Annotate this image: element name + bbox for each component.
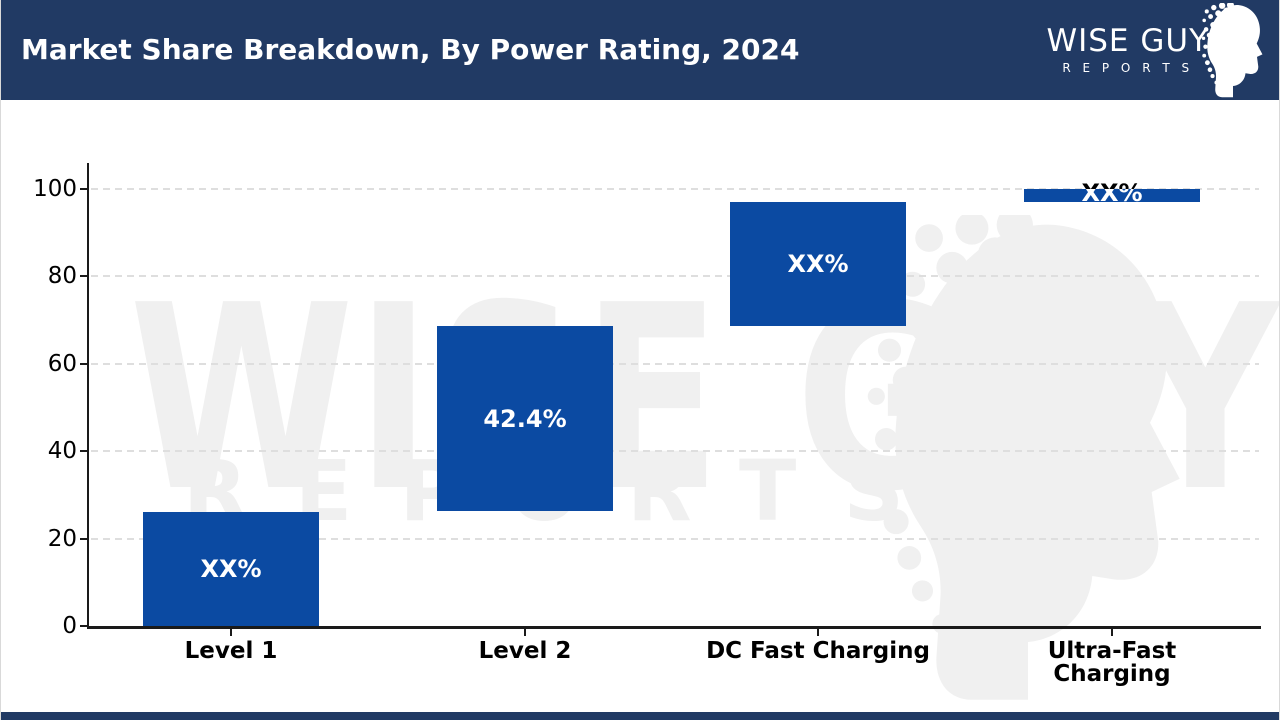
y-tick-mark [80, 450, 88, 453]
bar-value-label: XX% [200, 554, 262, 583]
logo-wordmark: WISE GUY [1046, 22, 1209, 59]
y-tick-mark [80, 362, 88, 365]
x-category-label: DC Fast Charging [706, 638, 930, 664]
bar-value-label: 42.4% [483, 404, 567, 433]
gridline-40 [91, 450, 1259, 453]
footer-bar [1, 712, 1279, 720]
chart-title: Market Share Breakdown, By Power Rating,… [21, 32, 800, 66]
x-tick-mark [1111, 629, 1113, 636]
logo-text: WISE GUY R E P O R T S [1046, 22, 1209, 75]
y-tick-label: 80 [47, 263, 77, 290]
x-category-label: Level 1 [184, 638, 278, 664]
x-tick-mark [524, 629, 526, 636]
bar-4 [1024, 189, 1200, 203]
y-tick-mark [80, 537, 88, 540]
logo-subtext: R E P O R T S [1062, 60, 1194, 75]
y-tick-mark [80, 275, 88, 278]
y-tick-mark [80, 625, 88, 627]
x-category-label: Ultra-Fast Charging [1047, 638, 1177, 687]
gridline-100 [91, 188, 1259, 190]
bar-2: 42.4% [437, 326, 613, 512]
y-tick-label: 40 [47, 438, 77, 465]
y-tick-label: 20 [47, 525, 77, 552]
gridline-80 [91, 275, 1259, 278]
x-tick-mark [817, 629, 819, 636]
x-category-label: Level 2 [478, 638, 572, 664]
y-tick-label: 0 [62, 613, 77, 639]
y-axis-line [87, 163, 89, 628]
bar-1: XX% [143, 511, 319, 626]
wise-guy-logo: WISE GUY R E P O R T S [1046, 2, 1265, 98]
bar-value-label-clip: XX% [1024, 189, 1200, 202]
x-tick-mark [230, 629, 232, 636]
y-tick-label: 100 [33, 176, 77, 202]
gridline-20 [91, 537, 1259, 540]
y-tick-mark [80, 188, 88, 190]
y-tick-label: 60 [47, 350, 77, 377]
bar-value-label: XX% [787, 250, 849, 279]
header: Market Share Breakdown, By Power Rating,… [1, 0, 1279, 100]
gridline-60 [91, 362, 1259, 365]
x-axis-line [87, 626, 1261, 629]
logo-head-icon [1201, 2, 1263, 97]
